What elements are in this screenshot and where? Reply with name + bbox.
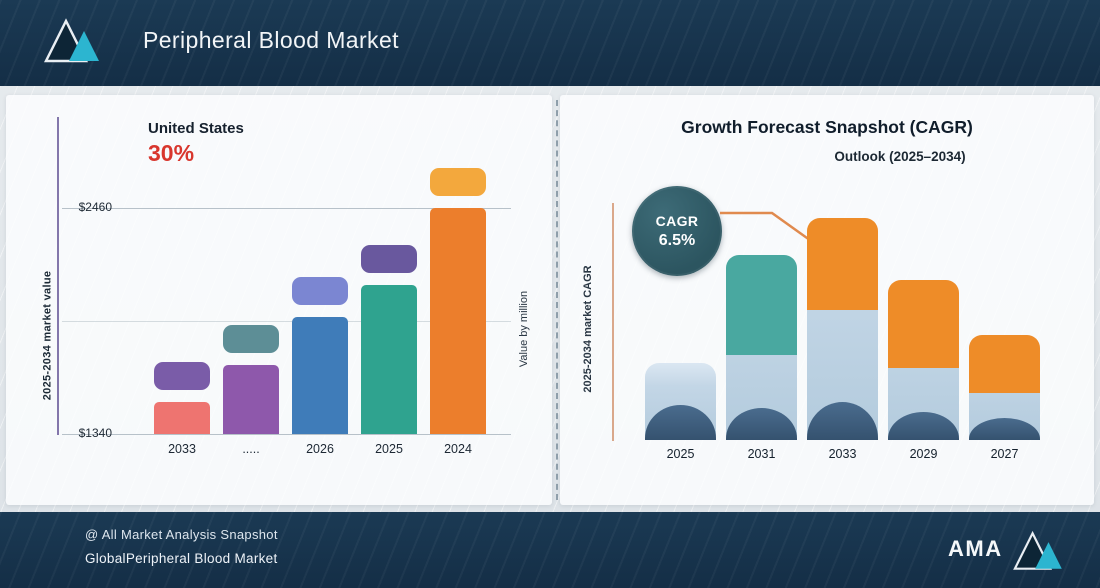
footer-ama-logo-icon — [1013, 530, 1062, 570]
region-label: United States — [148, 120, 244, 137]
right-bar-accent-2027 — [969, 335, 1040, 393]
left-bar-cap-2026 — [292, 277, 348, 305]
left-bar-cap-2024 — [430, 168, 486, 196]
left-bar-chart: $2460 $1340 2033..... 2026 2025 2024 — [6, 95, 552, 505]
footer: @ All Market Analysis Snapshot GlobalPer… — [0, 512, 1100, 588]
footer-brand-text: AMA — [948, 536, 1003, 561]
y-tick-label: $1340 — [78, 426, 112, 440]
cagr-badge: CAGR 6.5% — [632, 186, 722, 276]
right-chart-title: Growth Forecast Snapshot (CAGR) — [681, 117, 973, 137]
page-title: Peripheral Blood Market — [143, 27, 399, 53]
right-bar-accent-2031 — [726, 255, 797, 355]
logo-cyan-peak — [69, 31, 99, 61]
left-bar-cap-2025 — [361, 245, 417, 273]
cagr-badge-label: CAGR — [655, 212, 699, 229]
right-panel: 2025-2034 market CAGR Growth Forecast Sn… — [560, 95, 1094, 505]
x-tick-label-.....: ..... — [242, 442, 260, 456]
y-tick-label: $2460 — [78, 200, 112, 214]
footer-caption-line2: GlobalPeripheral Blood Market — [85, 551, 278, 566]
x-tick-label-2025: 2025 — [375, 442, 403, 456]
gridline-1340 — [62, 434, 511, 435]
right-bar-dome-2027 — [969, 418, 1040, 440]
panel-divider — [556, 100, 558, 500]
value-by-million-label: Value by million — [518, 290, 530, 368]
right-x-tick-label-2029: 2029 — [909, 447, 938, 461]
left-bar-2025 — [361, 285, 417, 434]
left-panel: United States 30% 2025-2034 market value… — [6, 95, 552, 505]
x-tick-label-2026: 2026 — [306, 442, 334, 456]
right-bar-accent-2033 — [807, 218, 878, 310]
left-bar-..... — [223, 365, 279, 434]
header: Peripheral Blood Market — [0, 0, 1100, 86]
right-x-tick-label-2027: 2027 — [990, 447, 1019, 461]
left-bar-2033 — [154, 402, 210, 434]
right-chart-subtitle: Outlook (2025–2034) — [834, 149, 966, 164]
left-chart-y-axis-line — [57, 117, 59, 435]
right-chart-axis-line — [612, 203, 614, 441]
right-x-tick-label-2031: 2031 — [747, 447, 776, 461]
left-bar-cap-..... — [223, 325, 279, 353]
left-bar-cap-2033 — [154, 362, 210, 390]
left-bar-2024 — [430, 208, 486, 434]
right-x-tick-label-2033: 2033 — [828, 447, 857, 461]
x-tick-label-2033: 2033 — [168, 442, 196, 456]
right-stacked-bar-chart: 2025 2031 2033 2029 2027 — [560, 95, 1094, 505]
x-tick-label-2024: 2024 — [444, 442, 472, 456]
highlight-percentage: 30% — [148, 140, 195, 166]
right-bar-accent-2029 — [888, 280, 959, 368]
ama-logo-icon — [43, 18, 99, 63]
right-x-tick-label-2025: 2025 — [666, 447, 695, 461]
gridline-1900 — [62, 321, 511, 322]
footer-caption-line1: @ All Market Analysis Snapshot — [85, 527, 278, 542]
left-bar-2026 — [292, 317, 348, 434]
gridline-2460 — [62, 208, 511, 209]
cagr-badge-value: 6.5% — [658, 231, 696, 249]
